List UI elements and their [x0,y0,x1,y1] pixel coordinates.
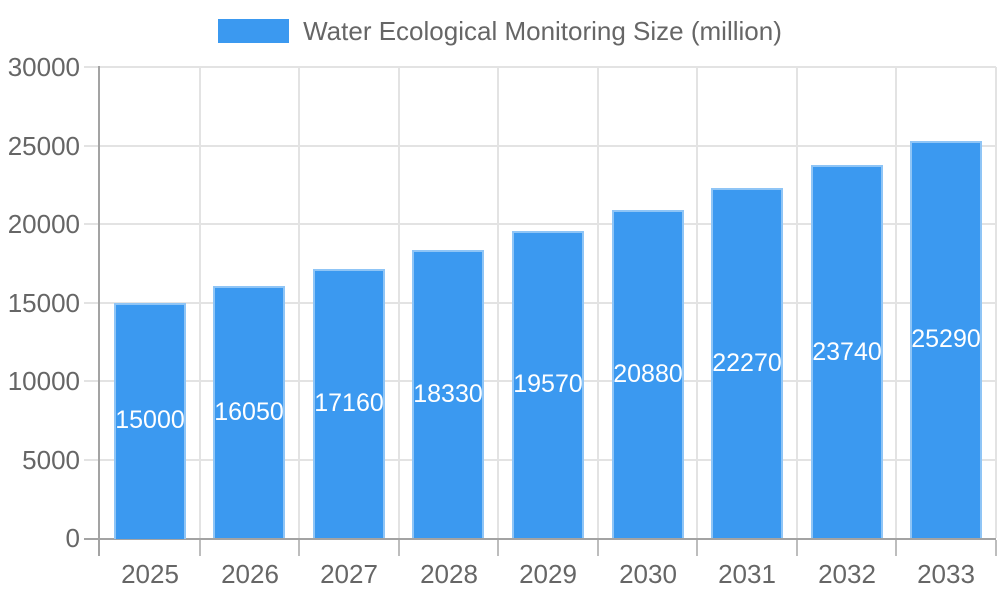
y-tick [84,302,100,304]
bar [910,141,982,538]
v-gridline [597,67,599,538]
x-tick [199,540,201,556]
bar [612,210,684,538]
h-gridline [100,145,996,147]
v-gridline [497,67,499,538]
h-gridline [100,66,996,68]
h-gridline [100,223,996,225]
y-tick [84,66,100,68]
x-tick [796,540,798,556]
bar-value-label: 16050 [214,398,284,426]
y-axis-label: 0 [65,523,80,553]
y-axis-label: 10000 [7,366,80,396]
v-gridline [796,67,798,538]
y-axis-label: 15000 [7,288,80,318]
v-gridline [995,67,997,538]
y-axis-label: 20000 [7,209,80,239]
v-gridline [398,67,400,538]
x-axis-line [84,538,996,540]
x-tick [597,540,599,556]
v-gridline [199,67,201,538]
x-axis-label: 2033 [917,559,975,589]
y-axis-line [98,66,100,556]
x-axis-label: 2027 [320,559,378,589]
legend-swatch [218,19,290,43]
x-axis-label: 2029 [519,559,577,589]
bar-value-label: 22270 [712,349,782,377]
bar [512,231,584,538]
y-axis-label: 30000 [7,52,80,82]
x-axis-label: 2028 [420,559,478,589]
x-axis-label: 2030 [619,559,677,589]
bar [711,188,783,538]
bar-value-label: 20880 [613,360,683,388]
bar-value-label: 19570 [513,370,583,398]
v-gridline [895,67,897,538]
bar-value-label: 17160 [314,389,384,417]
y-tick [84,380,100,382]
x-tick [995,540,997,556]
y-tick [84,459,100,461]
y-axis-label: 25000 [7,131,80,161]
x-tick [398,540,400,556]
x-axis-label: 2032 [818,559,876,589]
bar-value-label: 15000 [115,406,185,434]
bar [412,250,484,538]
x-axis-label: 2025 [121,559,179,589]
y-tick [84,223,100,225]
bar [811,165,883,538]
bar-value-label: 25290 [911,325,981,353]
y-tick [84,145,100,147]
chart-legend: Water Ecological Monitoring Size (millio… [0,12,1000,50]
y-axis-label: 5000 [22,445,80,475]
bar-value-label: 23740 [812,338,882,366]
x-tick [696,540,698,556]
bar [213,286,285,538]
legend-label: Water Ecological Monitoring Size (millio… [303,16,782,46]
x-tick [497,540,499,556]
bar [313,269,385,538]
v-gridline [696,67,698,538]
bar [114,303,186,539]
x-tick [298,540,300,556]
x-tick [895,540,897,556]
x-axis-label: 2026 [221,559,279,589]
bar-value-label: 18330 [413,380,483,408]
v-gridline [298,67,300,538]
x-axis-label: 2031 [718,559,776,589]
